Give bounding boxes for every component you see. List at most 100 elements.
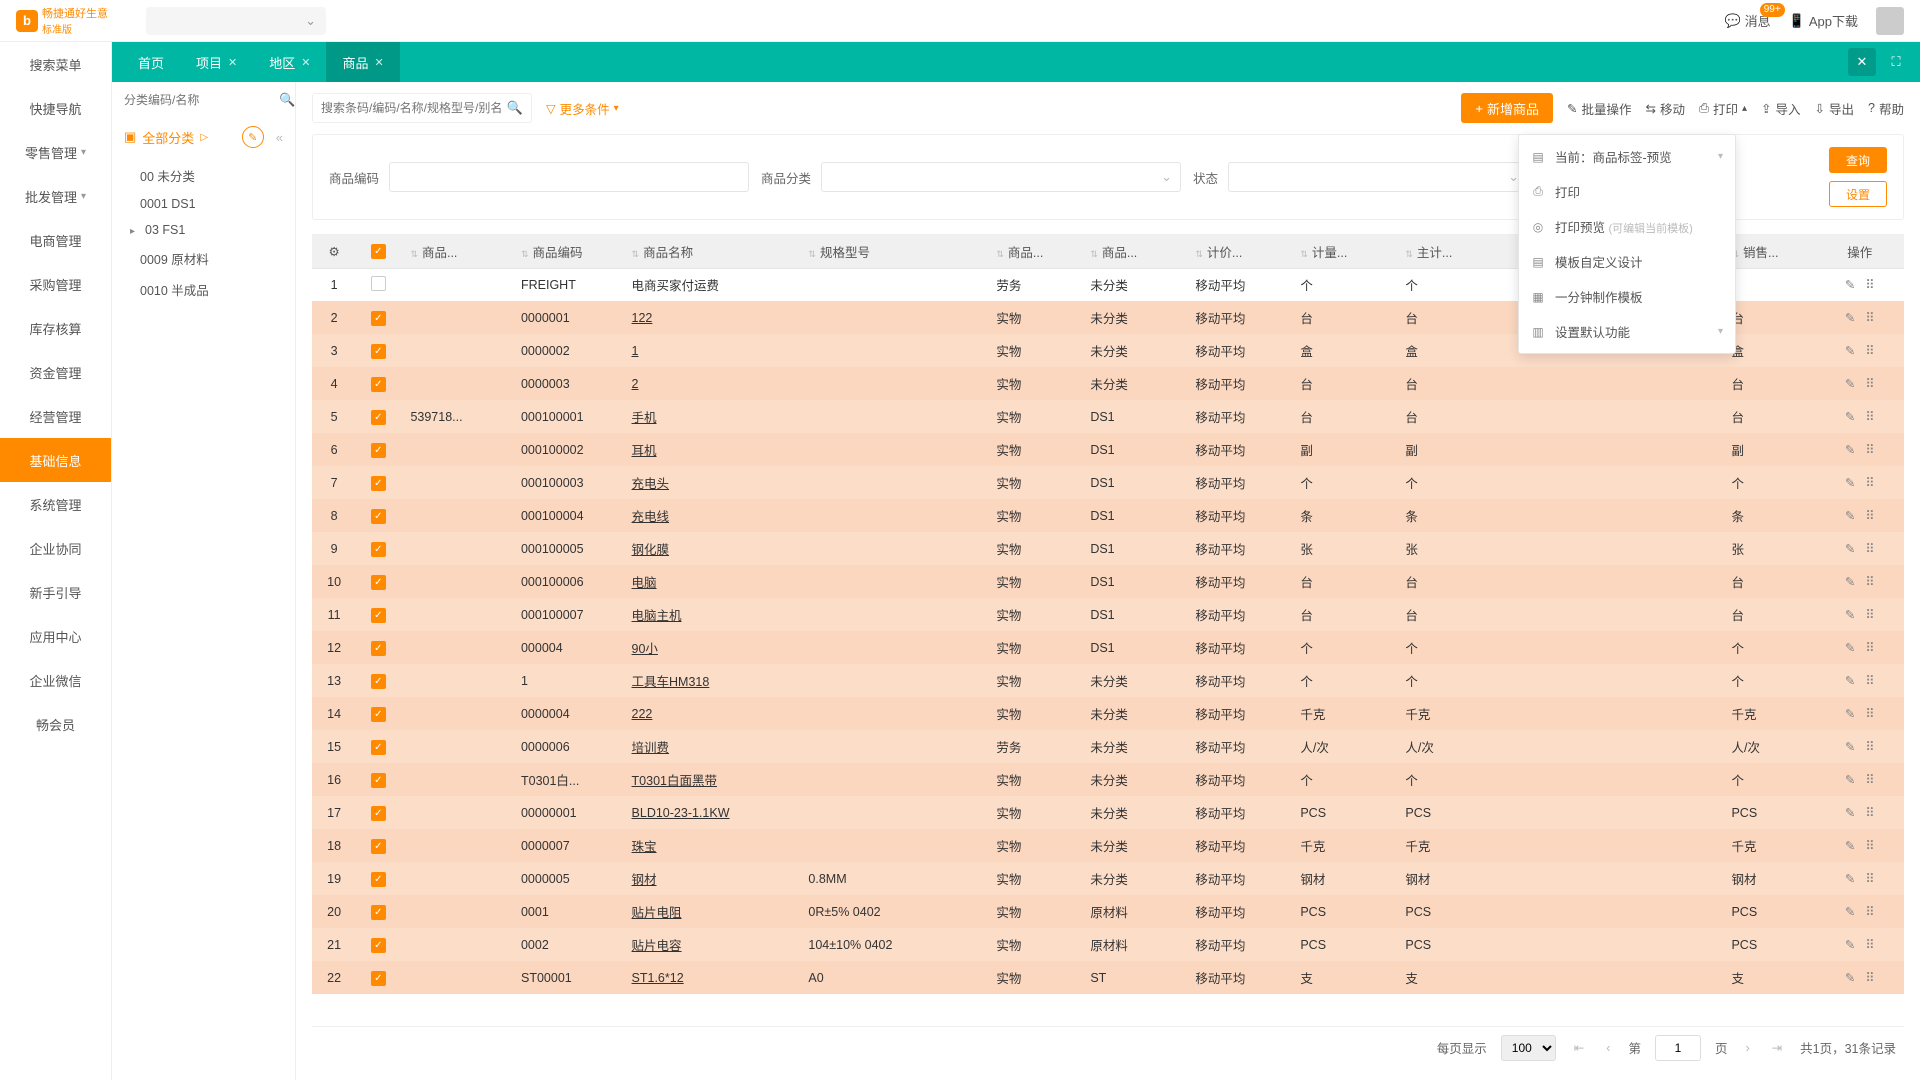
row-checkbox[interactable] <box>371 276 386 291</box>
sidebar-item[interactable]: 新手引导 <box>0 570 111 614</box>
tab-close-all-button[interactable]: ✕ <box>1848 48 1876 76</box>
query-button[interactable]: 查询 <box>1829 147 1887 173</box>
more-row-button[interactable]: ⠿ <box>1865 904 1874 919</box>
edit-row-button[interactable]: ✎ <box>1845 541 1855 556</box>
edit-row-button[interactable]: ✎ <box>1845 409 1855 424</box>
tab[interactable]: 首页 <box>122 42 180 82</box>
more-row-button[interactable]: ⠿ <box>1865 475 1874 490</box>
row-checkbox[interactable]: ✓ <box>371 344 386 359</box>
dropdown-item[interactable]: ▥设置默认功能▾ <box>1519 314 1735 349</box>
close-icon[interactable]: ✕ <box>375 56 384 69</box>
search-input[interactable] <box>321 101 507 115</box>
edit-row-button[interactable]: ✎ <box>1845 607 1855 622</box>
column-header[interactable]: 操作 <box>1815 235 1904 268</box>
product-name-link[interactable]: 钢材 <box>632 873 657 887</box>
row-checkbox[interactable]: ✓ <box>371 773 386 788</box>
sidebar-item[interactable]: 库存核算 <box>0 306 111 350</box>
column-header[interactable]: ⇅商品编码 <box>511 235 622 268</box>
sidebar-item[interactable]: 畅会员 <box>0 702 111 746</box>
product-name-link[interactable]: BLD10-23-1.1KW <box>632 806 730 820</box>
more-row-button[interactable]: ⠿ <box>1865 508 1874 523</box>
edit-row-button[interactable]: ✎ <box>1845 871 1855 886</box>
column-header[interactable]: ⚙ <box>312 235 356 268</box>
sidebar-item[interactable]: 零售管理▾ <box>0 130 111 174</box>
table-row[interactable]: 7✓000100003充电头实物DS1移动平均个个个✎⠿ <box>312 466 1904 499</box>
dropdown-current-template[interactable]: ▤ 当前：商品标签-预览 ▾ <box>1519 139 1735 174</box>
add-product-button[interactable]: + 新增商品 <box>1461 93 1553 123</box>
row-checkbox[interactable]: ✓ <box>371 542 386 557</box>
toolbar-link[interactable]: ⇩导出 <box>1815 99 1855 118</box>
edit-row-button[interactable]: ✎ <box>1845 508 1855 523</box>
column-header[interactable]: ⇅规格型号 <box>798 235 986 268</box>
product-name-link[interactable]: 222 <box>632 707 653 721</box>
toolbar-link[interactable]: ⎙打印▴ <box>1699 99 1747 118</box>
product-name-link[interactable]: 充电线 <box>632 510 670 524</box>
edit-row-button[interactable]: ✎ <box>1845 904 1855 919</box>
more-row-button[interactable]: ⠿ <box>1865 871 1874 886</box>
page-next-button[interactable]: › <box>1741 1041 1753 1055</box>
column-header[interactable]: ⇅主计... <box>1395 235 1500 268</box>
app-download-button[interactable]: 📱 App下载 <box>1789 11 1858 30</box>
edit-row-button[interactable]: ✎ <box>1845 772 1855 787</box>
dropdown-item[interactable]: ▤模板自定义设计 <box>1519 244 1735 279</box>
product-name-link[interactable]: 122 <box>632 311 653 325</box>
table-row[interactable]: 5✓539718...000100001手机实物DS1移动平均台台台✎⠿ <box>312 400 1904 433</box>
row-checkbox[interactable]: ✓ <box>371 806 386 821</box>
row-checkbox[interactable]: ✓ <box>371 740 386 755</box>
product-name-link[interactable]: 电脑主机 <box>632 609 682 623</box>
more-row-button[interactable]: ⠿ <box>1865 607 1874 622</box>
product-name-link[interactable]: 电脑 <box>632 576 657 590</box>
row-checkbox[interactable]: ✓ <box>371 377 386 392</box>
table-row[interactable]: 4✓00000032实物未分类移动平均台台台✎⠿ <box>312 367 1904 400</box>
more-row-button[interactable]: ⠿ <box>1865 409 1874 424</box>
more-row-button[interactable]: ⠿ <box>1865 442 1874 457</box>
row-checkbox[interactable]: ✓ <box>371 839 386 854</box>
table-row[interactable]: 12✓00000490小实物DS1移动平均个个个✎⠿ <box>312 631 1904 664</box>
more-row-button[interactable]: ⠿ <box>1865 739 1874 754</box>
tab[interactable]: 商品✕ <box>326 42 399 82</box>
table-row[interactable]: 10✓000100006电脑实物DS1移动平均台台台✎⠿ <box>312 565 1904 598</box>
product-name-link[interactable]: 工具车HM318 <box>632 675 710 689</box>
page-first-button[interactable]: ⇤ <box>1570 1040 1588 1055</box>
product-name-link[interactable]: T0301白面黑带 <box>632 774 717 788</box>
more-row-button[interactable]: ⠿ <box>1865 805 1874 820</box>
sidebar-item[interactable]: 批发管理▾ <box>0 174 111 218</box>
table-row[interactable]: 13✓1工具车HM318实物未分类移动平均个个个✎⠿ <box>312 664 1904 697</box>
row-checkbox[interactable]: ✓ <box>371 674 386 689</box>
table-row[interactable]: 22✓ST00001ST1.6*12A0实物ST移动平均支支支✎⠿ <box>312 961 1904 994</box>
column-header[interactable]: ⇅计量... <box>1290 235 1395 268</box>
page-last-button[interactable]: ⇥ <box>1768 1040 1786 1055</box>
sidebar-item[interactable]: 采购管理 <box>0 262 111 306</box>
filter-category-select[interactable]: ⌄ <box>821 162 1181 192</box>
column-header[interactable]: ⇅商品... <box>986 235 1080 268</box>
column-header[interactable]: ✓ <box>356 235 400 268</box>
column-header[interactable]: ⇅商品... <box>1080 235 1185 268</box>
sidebar-item[interactable]: 电商管理 <box>0 218 111 262</box>
more-row-button[interactable]: ⠿ <box>1865 343 1874 358</box>
product-name-link[interactable]: 充电头 <box>632 477 670 491</box>
product-name-link[interactable]: 耳机 <box>632 444 657 458</box>
edit-row-button[interactable]: ✎ <box>1845 475 1855 490</box>
more-row-button[interactable]: ⠿ <box>1865 706 1874 721</box>
product-name-link[interactable]: 1 <box>632 344 639 358</box>
edit-row-button[interactable]: ✎ <box>1845 310 1855 325</box>
more-row-button[interactable]: ⠿ <box>1865 673 1874 688</box>
tab-expand-button[interactable]: ⛶ <box>1882 48 1910 76</box>
edit-row-button[interactable]: ✎ <box>1845 277 1855 292</box>
more-row-button[interactable]: ⠿ <box>1865 640 1874 655</box>
more-row-button[interactable]: ⠿ <box>1865 970 1874 985</box>
product-name-link[interactable]: 珠宝 <box>632 840 657 854</box>
close-icon[interactable]: ✕ <box>301 56 310 69</box>
toolbar-link[interactable]: ⇪导入 <box>1761 99 1801 118</box>
row-checkbox[interactable]: ✓ <box>371 641 386 656</box>
more-row-button[interactable]: ⠿ <box>1865 937 1874 952</box>
tab[interactable]: 地区✕ <box>253 42 326 82</box>
column-header[interactable]: ⇅计价... <box>1185 235 1290 268</box>
row-checkbox[interactable]: ✓ <box>371 410 386 425</box>
more-row-button[interactable]: ⠿ <box>1865 772 1874 787</box>
table-row[interactable]: 15✓0000006培训费劳务未分类移动平均人/次人/次人/次✎⠿ <box>312 730 1904 763</box>
setting-button[interactable]: 设置 <box>1829 181 1887 207</box>
sidebar-item[interactable]: 搜索菜单 <box>0 42 111 86</box>
row-checkbox[interactable]: ✓ <box>371 971 386 986</box>
product-name-link[interactable]: 培训费 <box>632 741 670 755</box>
